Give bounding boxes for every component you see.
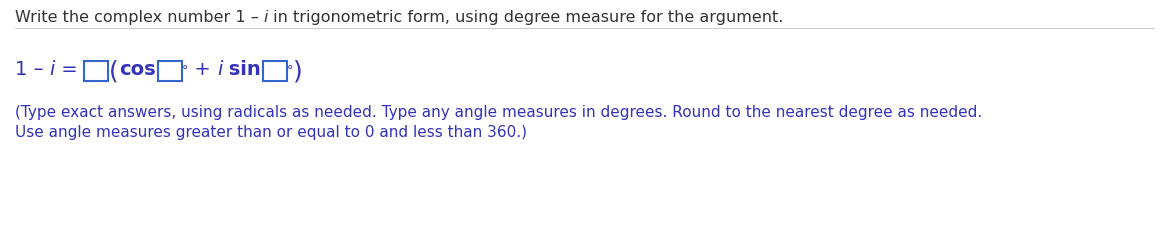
- Text: =: =: [55, 60, 84, 79]
- FancyBboxPatch shape: [84, 61, 108, 81]
- Text: °: °: [181, 64, 188, 77]
- Text: sin: sin: [222, 60, 261, 79]
- Text: +: +: [188, 60, 217, 79]
- Text: cos: cos: [119, 60, 155, 79]
- Text: i: i: [264, 10, 269, 25]
- Text: (: (: [109, 60, 119, 84]
- Text: in trigonometric form, using degree measure for the argument.: in trigonometric form, using degree meas…: [269, 10, 783, 25]
- Text: i: i: [217, 60, 222, 79]
- FancyBboxPatch shape: [263, 61, 288, 81]
- Text: 1 –: 1 –: [15, 60, 50, 79]
- FancyBboxPatch shape: [158, 61, 181, 81]
- Text: Write the complex number 1 –: Write the complex number 1 –: [15, 10, 264, 25]
- Text: Use angle measures greater than or equal to 0 and less than 360.): Use angle measures greater than or equal…: [15, 125, 527, 140]
- Text: i: i: [50, 60, 55, 79]
- Text: ): ): [293, 60, 303, 84]
- Text: °: °: [288, 64, 293, 77]
- Text: (Type exact answers, using radicals as needed. Type any angle measures in degree: (Type exact answers, using radicals as n…: [15, 105, 982, 120]
